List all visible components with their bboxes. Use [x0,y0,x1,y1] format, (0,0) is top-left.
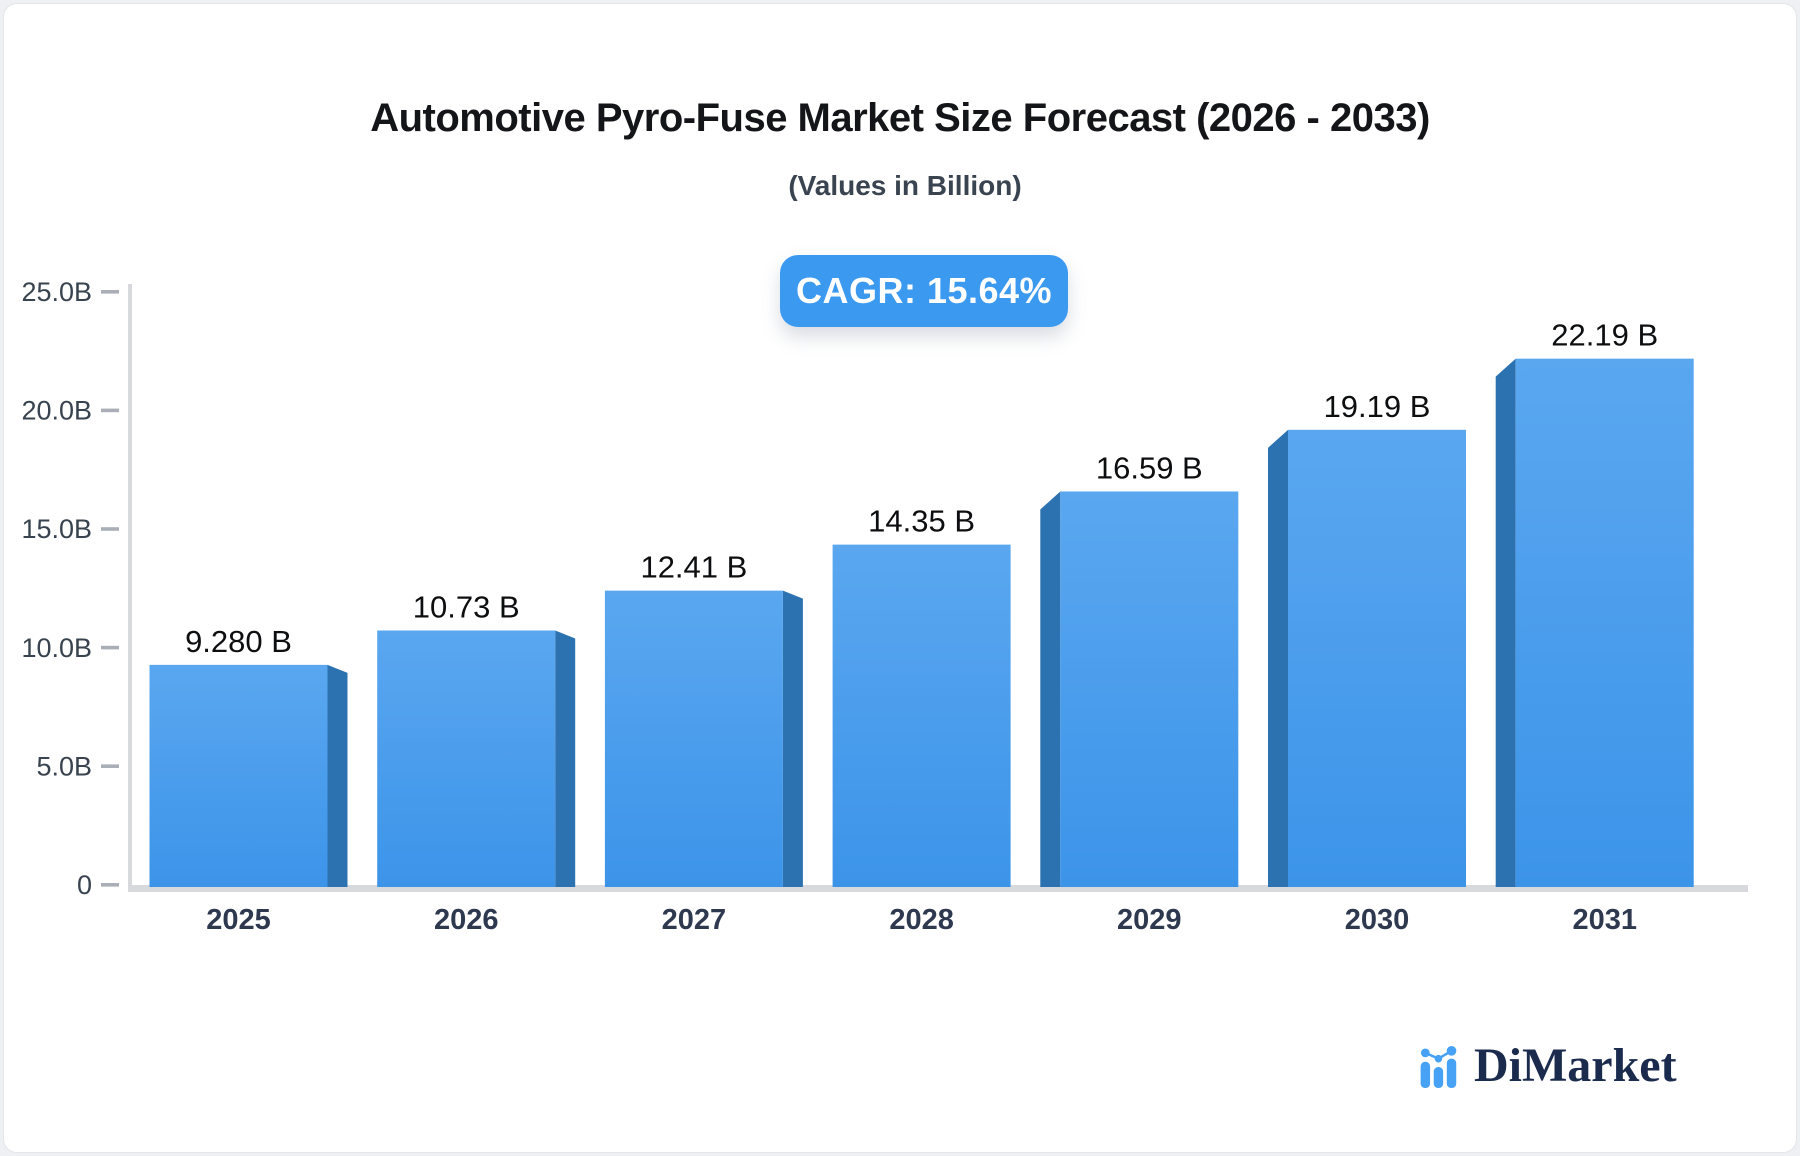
y-tick-label: 20.0B [21,396,92,426]
y-tick-label: 5.0B [36,751,92,781]
bar-side-face[interactable] [782,590,803,887]
bar-2028[interactable] [832,544,1011,887]
y-tick [101,883,119,887]
y-tick [101,645,119,650]
brand-logo: DiMarket [1418,1038,1677,1093]
x-category-label: 2026 [434,904,499,936]
x-category-label: 2029 [1117,904,1182,936]
bar-value-label: 22.19 B [1551,318,1658,353]
y-tick [101,764,119,768]
brand-name: DiMarket [1474,1039,1677,1092]
bar-side-face[interactable] [1040,491,1061,887]
page-title: Automotive Pyro-Fuse Market Size Forecas… [370,96,1430,140]
bar-group-2025: 9.280 B 2025 [149,624,348,936]
bar-value-label: 9.280 B [185,624,292,659]
page-subtitle: (Values in Billion) [788,170,1022,201]
bar-2025[interactable] [149,664,328,887]
bar-value-label: 14.35 B [868,504,975,539]
bar-value-label: 16.59 B [1096,450,1203,485]
y-tick-label: 10.0B [21,633,92,663]
y-tick [101,408,119,413]
y-tick-label: 15.0B [21,514,92,544]
bar-value-label: 10.73 B [413,589,520,624]
y-tick-label: 25.0B [21,277,92,307]
bar-2027[interactable] [604,590,783,887]
cagr-badge: CAGR: 15.64% [780,255,1068,327]
bar-side-face[interactable] [1268,429,1288,887]
bar-2031[interactable] [1515,358,1694,887]
bar-group-2026: 10.73 B 2026 [377,589,576,936]
y-tick-label: 0 [77,870,92,900]
bar-2030[interactable] [1288,429,1466,887]
y-axis-line [128,284,132,892]
bar-side-face[interactable] [555,630,576,887]
x-category-label: 2025 [206,904,271,936]
bar-group-2028: 14.35 B 2028 [832,504,1011,936]
x-category-label: 2028 [889,904,954,936]
x-axis-line [128,885,1748,892]
bar-value-label: 12.41 B [640,550,747,585]
bar-side-face[interactable] [327,664,348,887]
x-category-label: 2031 [1572,904,1637,936]
bar-group-2027: 12.41 B 2027 [604,550,803,936]
bar-group-2029: 16.59 B 2029 [1040,450,1239,936]
y-tick [101,290,119,294]
bar-side-face[interactable] [1495,358,1516,887]
y-tick [101,527,119,531]
bar-chart-sparkline-icon [1420,1045,1457,1088]
bar-group-2030: 19.19 B 2030 [1268,389,1466,936]
bar-2026[interactable] [377,630,556,887]
bar-value-label: 19.19 B [1324,389,1431,424]
bar-group-2031: 22.19 B 2031 [1495,318,1694,936]
bar-2029[interactable] [1060,491,1239,887]
x-category-label: 2027 [662,904,727,936]
x-category-label: 2030 [1345,904,1410,936]
